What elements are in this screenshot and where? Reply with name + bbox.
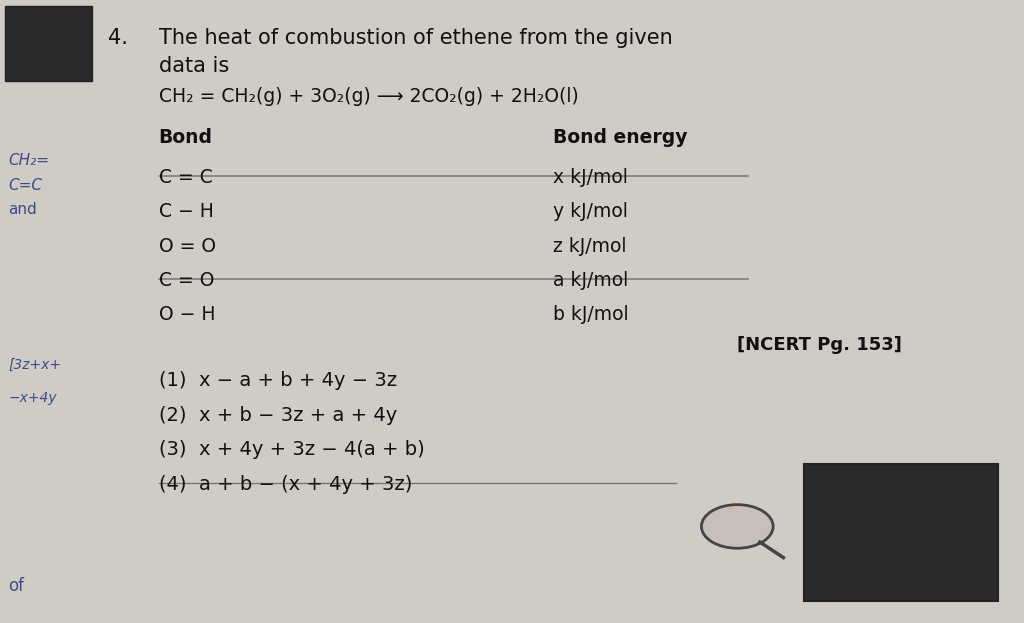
Text: 4.: 4.: [108, 28, 127, 48]
Circle shape: [701, 505, 773, 548]
Text: O = O: O = O: [159, 237, 216, 255]
Text: y kJ/mol: y kJ/mol: [553, 202, 628, 221]
Text: data is: data is: [159, 56, 229, 76]
Text: The heat of combustion of ethene from the given: The heat of combustion of ethene from th…: [159, 28, 673, 48]
Text: (2)  x + b − 3z + a + 4y: (2) x + b − 3z + a + 4y: [159, 406, 397, 424]
Text: of: of: [8, 577, 25, 595]
Text: [3z+x+: [3z+x+: [8, 358, 61, 372]
Text: C − H: C − H: [159, 202, 214, 221]
Text: CH₂=: CH₂=: [8, 153, 49, 168]
Text: (1)  x − a + b + 4y − 3z: (1) x − a + b + 4y − 3z: [159, 371, 397, 389]
Text: CH₂ = CH₂(g) + 3O₂(g) ⟶ 2CO₂(g) + 2H₂O(l): CH₂ = CH₂(g) + 3O₂(g) ⟶ 2CO₂(g) + 2H₂O(l…: [159, 87, 579, 106]
Text: C = C: C = C: [159, 168, 212, 187]
Text: z kJ/mol: z kJ/mol: [553, 237, 627, 255]
Text: Bond: Bond: [159, 128, 213, 146]
Text: −x+4y: −x+4y: [8, 391, 56, 405]
Bar: [5, 6, 92, 81]
Text: [NCERT Pg. 153]: [NCERT Pg. 153]: [737, 336, 902, 354]
Text: and: and: [8, 202, 37, 217]
Text: (3)  x + 4y + 3z − 4(a + b): (3) x + 4y + 3z − 4(a + b): [159, 440, 425, 459]
Text: O − H: O − H: [159, 305, 215, 324]
Text: C=C: C=C: [8, 178, 42, 193]
Text: (4)  a + b − (x + 4y + 3z): (4) a + b − (x + 4y + 3z): [159, 475, 412, 494]
Text: Bond energy: Bond energy: [553, 128, 687, 146]
Text: a kJ/mol: a kJ/mol: [553, 271, 628, 290]
Text: b kJ/mol: b kJ/mol: [553, 305, 629, 324]
Text: x kJ/mol: x kJ/mol: [553, 168, 628, 187]
Text: C = O: C = O: [159, 271, 214, 290]
Bar: [804, 464, 998, 601]
